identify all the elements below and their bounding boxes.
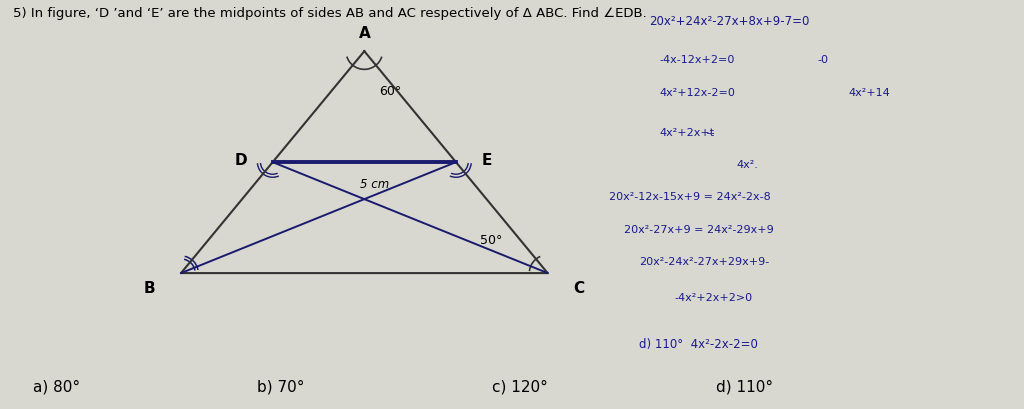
Text: 20x²+24x²-27x+8x+9-7=0: 20x²+24x²-27x+8x+9-7=0 bbox=[649, 15, 810, 28]
Text: -0: -0 bbox=[817, 55, 828, 65]
Text: a) 80°: a) 80° bbox=[34, 379, 81, 394]
Text: 60°: 60° bbox=[379, 85, 401, 99]
Text: B: B bbox=[144, 281, 156, 296]
Text: E: E bbox=[481, 153, 492, 168]
Text: 50°: 50° bbox=[480, 234, 503, 247]
Text: A: A bbox=[358, 26, 371, 41]
Text: d) 110°  4x²-2x-2=0: d) 110° 4x²-2x-2=0 bbox=[639, 338, 758, 351]
Text: 4x².: 4x². bbox=[736, 160, 758, 170]
Text: -4x²+2x+2>0: -4x²+2x+2>0 bbox=[675, 293, 753, 303]
Text: -4x-12x+2=0: -4x-12x+2=0 bbox=[659, 55, 735, 65]
Text: 5 cm: 5 cm bbox=[359, 178, 389, 191]
Text: c) 120°: c) 120° bbox=[492, 379, 548, 394]
Text: 20x²-27x+9 = 24x²-29x+9: 20x²-27x+9 = 24x²-29x+9 bbox=[624, 225, 774, 235]
Text: 5) In figure, ‘D ’and ‘E’ are the midpoints of sides AB and AC respectively of Δ: 5) In figure, ‘D ’and ‘E’ are the midpoi… bbox=[13, 7, 647, 20]
Text: D: D bbox=[234, 153, 247, 168]
Text: 20x²-12x-15x+9 = 24x²-2x-8: 20x²-12x-15x+9 = 24x²-2x-8 bbox=[608, 192, 770, 202]
Text: 4x²+14: 4x²+14 bbox=[848, 88, 890, 97]
Text: 20x²-24x²-27x+29x+9-: 20x²-24x²-27x+29x+9- bbox=[639, 257, 770, 267]
Text: b) 70°: b) 70° bbox=[257, 379, 305, 394]
Text: 4x²+12x-2=0: 4x²+12x-2=0 bbox=[659, 88, 735, 97]
Text: 4x²+2x+t̶: 4x²+2x+t̶ bbox=[659, 128, 715, 138]
Text: d) 110°: d) 110° bbox=[716, 379, 773, 394]
Text: C: C bbox=[573, 281, 585, 296]
